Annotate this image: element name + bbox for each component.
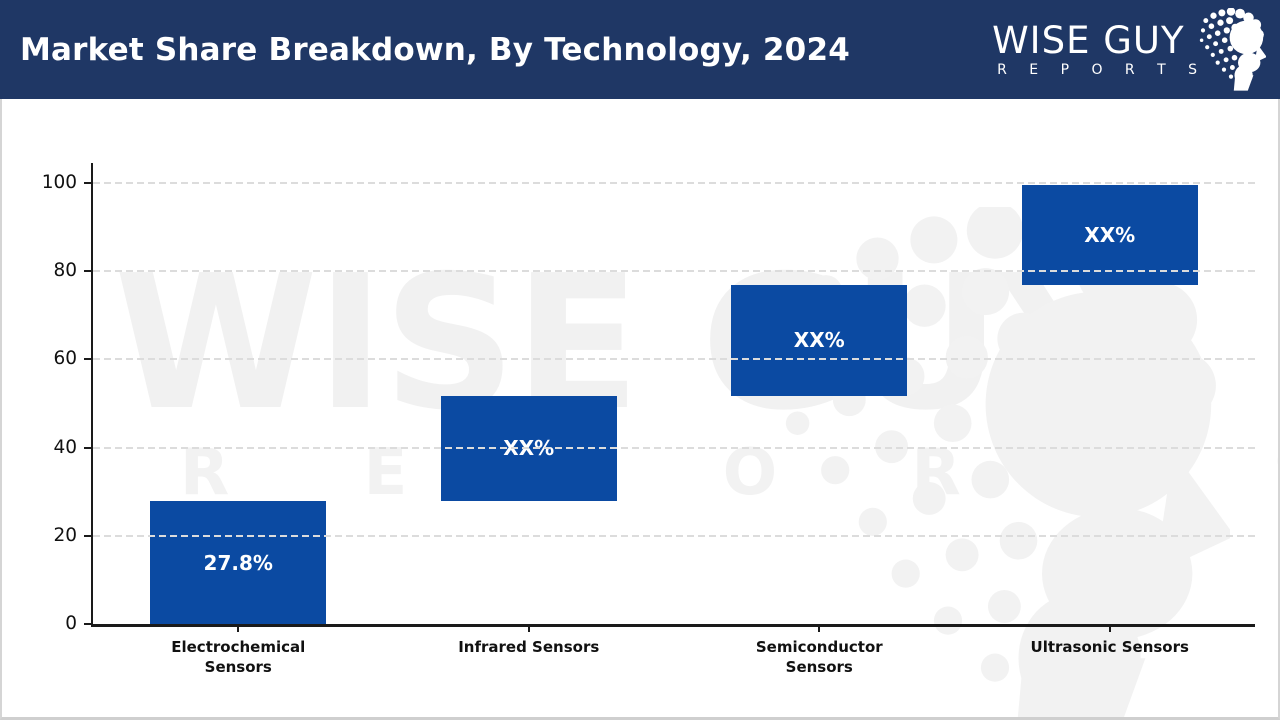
x-category-label: Ultrasonic Sensors [1030,638,1189,656]
y-tick-mark [84,182,91,184]
y-tick-mark [84,446,91,449]
y-tick-label: 60 [53,348,77,370]
y-tick-label: 40 [53,436,77,458]
logo-face-icon [1196,8,1266,92]
gridline [93,270,1255,273]
y-tick-label: 20 [53,524,77,546]
chart-area: WISE GUY R E P O R T S 0 20 40 60 80 100 27.8%… [0,99,1280,720]
header: Market Share Breakdown, By Technology, 2… [0,0,1280,99]
x-tick-mark [818,624,821,632]
bar: XX% [1021,184,1198,285]
y-tick-mark [84,623,91,625]
bar: 27.8% [150,501,327,624]
x-tick-mark [527,624,530,632]
page-title: Market Share Breakdown, By Technology, 2… [20,31,850,68]
logo-wordmark: WISE GUY [992,19,1185,62]
y-tick-label: 80 [53,260,77,282]
y-tick-mark [84,534,91,537]
y-tick-mark [84,270,91,273]
bar-value-label: XX% [793,328,845,353]
x-category-label: Electrochemical Sensors [171,638,306,676]
y-tick-label: 0 [65,613,77,634]
logo-subtext: R E P O R T S [997,62,1206,78]
bar-value-label: XX% [1084,222,1136,247]
y-tick-mark [84,358,91,361]
x-tick-mark [237,624,240,632]
logo-text: WISE GUY R E P O R T S [992,19,1206,79]
bar: XX% [731,284,908,396]
gridline [93,182,1255,184]
gridline [93,534,1255,537]
plot-area: 0 20 40 60 80 100 27.8% Electrochemical Sensors X… [42,163,1255,676]
gridline [93,446,1255,449]
y-tick-label: 100 [41,172,77,193]
wiseguy-logo: WISE GUY R E P O R T S [992,8,1266,92]
x-category-label: Semiconductor Sensors [755,638,883,676]
x-category-label: Infrared Sensors [458,638,600,656]
bar-value-label: 27.8% [203,550,273,575]
x-tick-mark [1108,624,1111,632]
gridline [93,358,1255,361]
